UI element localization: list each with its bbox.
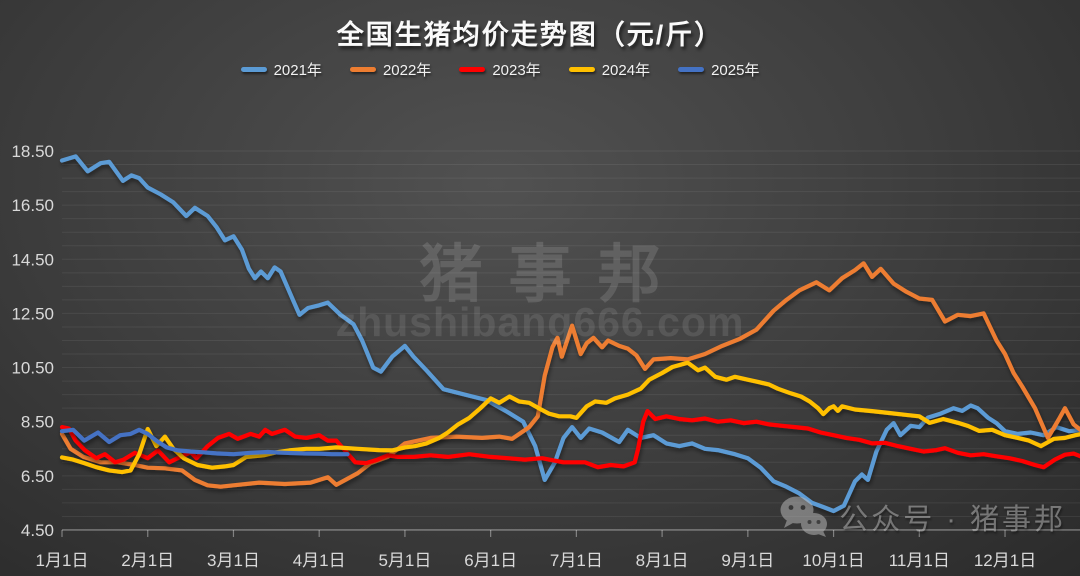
legend-label: 2023年 — [492, 62, 541, 79]
y-axis-label: 14.50 — [11, 250, 54, 269]
x-axis-label: 3月1日 — [207, 551, 260, 570]
x-axis-label: 11月1日 — [889, 551, 950, 570]
legend-item-2024年[interactable]: 2024年 — [568, 59, 651, 80]
x-axis-label: 8月1日 — [636, 551, 689, 570]
legend-label: 2025年 — [711, 62, 760, 79]
legend-item-2023年[interactable]: 2023年 — [459, 59, 541, 80]
wechat-account-label: 公众号 · 猪事邦 — [839, 504, 1066, 536]
legend-swatch — [678, 67, 705, 72]
y-axis-label: 8.50 — [21, 413, 54, 432]
series-line-2024年 — [59, 360, 1080, 475]
series-line-2021年 — [59, 154, 1080, 514]
y-axis-label: 6.50 — [21, 467, 54, 486]
y-axis-label: 10.50 — [11, 359, 54, 378]
x-axis-label: 1月1日 — [36, 551, 89, 570]
legend-swatch — [349, 67, 376, 72]
wechat-footer: 公众号 · 猪事邦 — [779, 496, 1066, 538]
y-axis-label: 18.50 — [11, 142, 54, 161]
wechat-icon — [780, 496, 828, 537]
legend-label: 2024年 — [601, 62, 651, 79]
x-axis-label: 10月1日 — [802, 551, 864, 570]
chart-title: 全国生猪均价走势图（元/斤） — [336, 20, 724, 50]
legend-label: 2021年 — [273, 62, 322, 79]
x-axis-label: 9月1日 — [721, 551, 774, 570]
series-line-2022年 — [59, 261, 1080, 489]
series-line-2025年 — [59, 427, 350, 457]
chart-legend: 2021年 2022年 2023年 2024年 2025年 — [0, 59, 1000, 80]
x-axis-label: 2月1日 — [121, 551, 174, 570]
legend-item-2021年[interactable]: 2021年 — [240, 59, 322, 80]
x-axis-label: 5月1日 — [378, 551, 431, 570]
x-axis-label: 7月1日 — [550, 551, 603, 570]
legend-item-2022年[interactable]: 2022年 — [349, 59, 432, 80]
legend-swatch — [568, 67, 595, 72]
y-axis-label: 12.50 — [11, 304, 54, 323]
legend-item-2025年[interactable]: 2025年 — [678, 59, 759, 80]
series-line-2023年 — [59, 409, 1080, 470]
legend-swatch — [459, 67, 486, 72]
y-axis-label: 4.50 — [21, 521, 54, 540]
y-axis-label: 16.50 — [11, 196, 54, 215]
legend-label: 2022年 — [382, 62, 432, 79]
legend-swatch — [240, 67, 267, 72]
watermark-url: zhushibang666.com — [335, 299, 745, 345]
watermark-brand: 猪事邦 — [419, 240, 687, 310]
x-axis-label: 12月1日 — [974, 551, 1036, 570]
x-axis-label: 6月1日 — [464, 551, 517, 570]
x-axis-label: 4月1日 — [293, 551, 346, 570]
